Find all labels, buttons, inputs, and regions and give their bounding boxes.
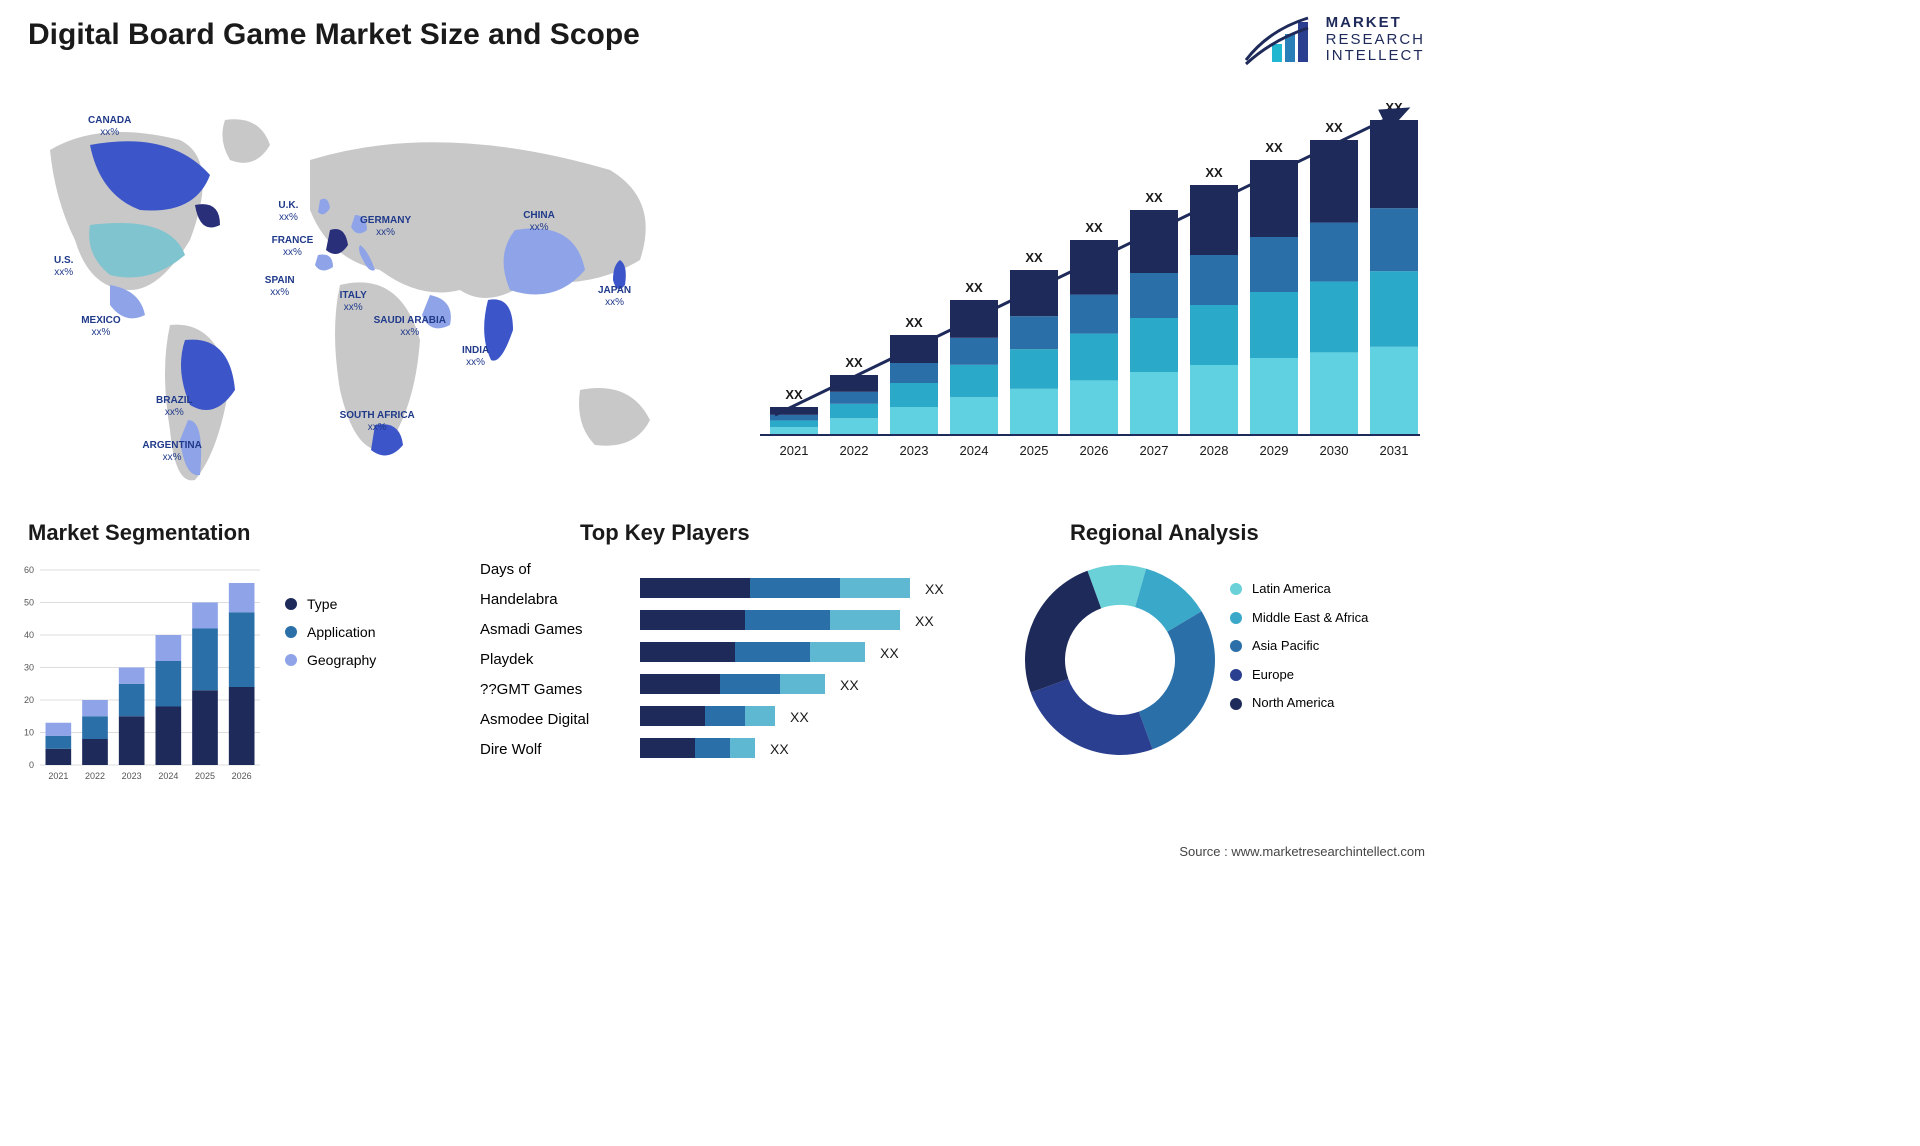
legend-item: Asia Pacific [1230, 632, 1368, 661]
svg-text:XX: XX [1205, 165, 1223, 180]
source-label: Source : www.marketresearchintellect.com [1179, 844, 1425, 859]
map-label: ITALYxx% [340, 290, 367, 314]
player-label: Dire Wolf [480, 735, 630, 765]
svg-text:2021: 2021 [48, 771, 68, 781]
regional-title: Regional Analysis [1070, 520, 1259, 546]
world-map: CANADAxx% U.S.xx% MEXICOxx% BRAZILxx% ARGENT… [20, 90, 700, 490]
svg-text:2025: 2025 [1020, 443, 1049, 458]
legend-item: Geography [285, 646, 376, 674]
player-label: Asmodee Digital [480, 705, 630, 735]
page-title: Digital Board Game Market Size and Scope [28, 18, 640, 52]
key-players-title: Top Key Players [580, 520, 750, 546]
svg-text:XX: XX [790, 709, 809, 725]
logo-line1: MARKET [1326, 15, 1425, 32]
map-label: U.S.xx% [54, 255, 73, 279]
legend-item: Latin America [1230, 575, 1368, 604]
legend-item: Europe [1230, 661, 1368, 690]
svg-text:XX: XX [1325, 120, 1343, 135]
svg-text:10: 10 [24, 728, 34, 738]
svg-text:30: 30 [24, 663, 34, 673]
map-label: GERMANYxx% [360, 215, 411, 239]
legend-item: Type [285, 590, 376, 618]
svg-text:XX: XX [1025, 250, 1043, 265]
player-label: Handelabra [480, 585, 630, 615]
map-label: U.K.xx% [278, 200, 298, 224]
svg-text:2023: 2023 [122, 771, 142, 781]
player-label: ??GMT Games [480, 675, 630, 705]
map-label: CANADAxx% [88, 115, 131, 139]
player-label: Days of [480, 555, 630, 585]
svg-text:XX: XX [770, 741, 789, 757]
player-label: Playdek [480, 645, 630, 675]
svg-text:XX: XX [915, 613, 934, 629]
segmentation-legend: TypeApplicationGeography [285, 590, 376, 674]
svg-text:XX: XX [1085, 220, 1103, 235]
svg-text:2027: 2027 [1140, 443, 1169, 458]
svg-text:2024: 2024 [158, 771, 178, 781]
svg-text:50: 50 [24, 598, 34, 608]
svg-text:0: 0 [29, 760, 34, 770]
legend-item: North America [1230, 689, 1368, 718]
svg-text:2028: 2028 [1200, 443, 1229, 458]
svg-text:60: 60 [24, 565, 34, 575]
svg-text:2030: 2030 [1320, 443, 1349, 458]
map-label: SOUTH AFRICAxx% [340, 410, 415, 434]
svg-text:20: 20 [24, 695, 34, 705]
svg-text:2031: 2031 [1380, 443, 1409, 458]
svg-text:XX: XX [1145, 190, 1163, 205]
svg-text:2025: 2025 [195, 771, 215, 781]
map-label: CHINAxx% [523, 210, 555, 234]
logo-icon [1244, 10, 1314, 70]
svg-text:2029: 2029 [1260, 443, 1289, 458]
map-label: FRANCExx% [272, 235, 314, 259]
svg-text:2023: 2023 [900, 443, 929, 458]
regional-donut [1020, 560, 1220, 760]
logo-line2: RESEARCH [1326, 32, 1425, 49]
legend-item: Application [285, 618, 376, 646]
map-label: INDIAxx% [462, 345, 489, 369]
svg-text:2024: 2024 [960, 443, 989, 458]
map-label: MEXICOxx% [81, 315, 120, 339]
svg-text:XX: XX [1265, 140, 1283, 155]
svg-text:XX: XX [965, 280, 983, 295]
map-label: SPAINxx% [265, 275, 295, 299]
key-players-chart: XXXXXXXXXXXX [640, 578, 980, 788]
legend-item: Middle East & Africa [1230, 604, 1368, 633]
logo-line3: INTELLECT [1326, 48, 1425, 65]
svg-text:XX: XX [785, 387, 803, 402]
map-label: BRAZILxx% [156, 395, 193, 419]
svg-text:XX: XX [925, 581, 944, 597]
segmentation-chart: 0 10 20 30 40 50 60 2021 2022 2023 2024 2025 2026 [10, 560, 270, 790]
key-players-labels: Days ofHandelabraAsmadi GamesPlaydek??GM… [480, 555, 630, 765]
svg-text:2022: 2022 [840, 443, 869, 458]
growth-chart: XX 2021 XX 2022 XX 2023 XX 2024 XX 2025 XX 2026 XX 20… [745, 90, 1425, 470]
svg-text:XX: XX [840, 677, 859, 693]
svg-text:XX: XX [905, 315, 923, 330]
player-label: Asmadi Games [480, 615, 630, 645]
svg-text:2022: 2022 [85, 771, 105, 781]
map-label: ARGENTINAxx% [142, 440, 201, 464]
brand-logo: MARKET RESEARCH INTELLECT [1244, 10, 1425, 70]
svg-text:2026: 2026 [1080, 443, 1109, 458]
map-label: SAUDI ARABIAxx% [374, 315, 446, 339]
map-label: JAPANxx% [598, 285, 631, 309]
svg-text:XX: XX [880, 645, 899, 661]
segmentation-title: Market Segmentation [28, 520, 251, 546]
svg-text:2021: 2021 [780, 443, 809, 458]
regional-legend: Latin AmericaMiddle East & AfricaAsia Pa… [1230, 575, 1368, 718]
svg-text:2026: 2026 [232, 771, 252, 781]
svg-text:XX: XX [845, 355, 863, 370]
svg-text:40: 40 [24, 630, 34, 640]
